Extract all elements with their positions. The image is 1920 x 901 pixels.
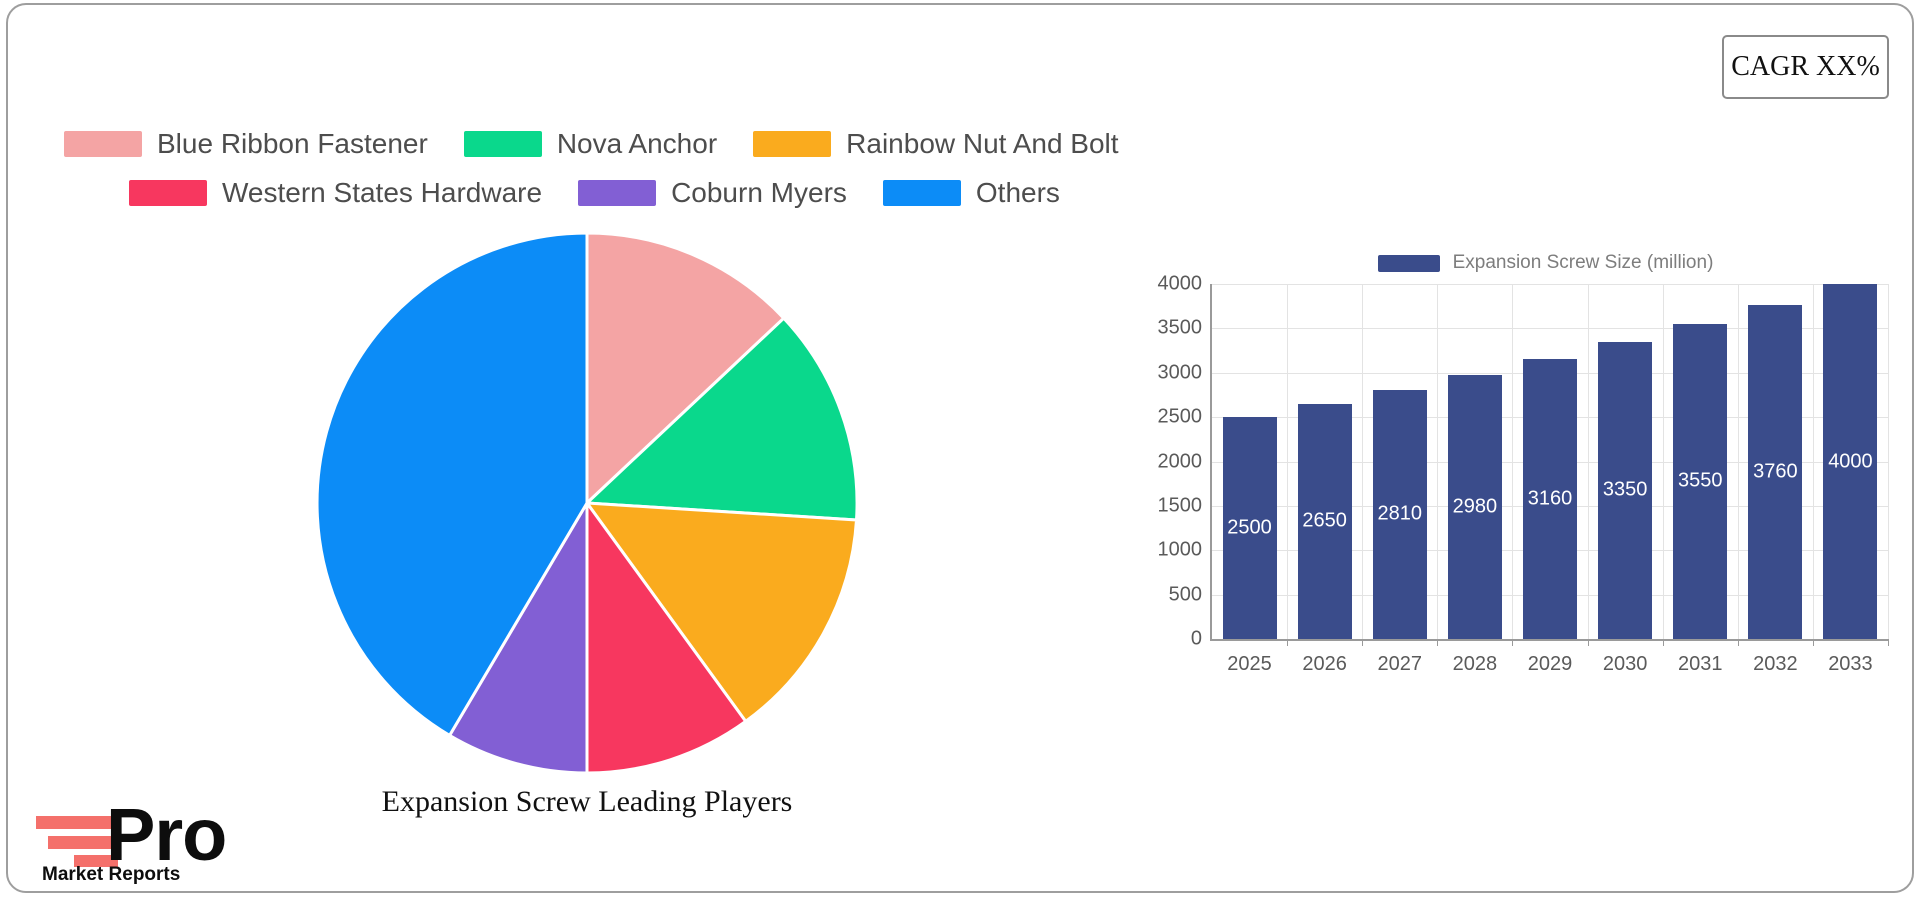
legend-swatch-icon	[753, 131, 832, 157]
y-axis-tick-label: 3500	[1157, 316, 1203, 339]
x-axis-tick-mark	[1662, 639, 1664, 646]
bar-value-label: 2500	[1227, 516, 1272, 539]
logo-bar-icon	[36, 816, 118, 829]
bar-chart-legend: Expansion Screw Size (million)	[1206, 252, 1885, 274]
y-axis-tick-label: 3000	[1157, 361, 1203, 384]
bar-value-label: 2810	[1377, 502, 1423, 525]
pie-slice-western-states-hardware	[585, 501, 748, 775]
legend-swatch-icon	[578, 180, 657, 206]
bar-value-label: 2650	[1302, 509, 1347, 532]
x-axis-tick-label: 2033	[1828, 653, 1873, 675]
gridline-vertical	[1512, 284, 1514, 639]
legend-label: Nova Anchor	[556, 128, 718, 159]
x-axis-tick-label: 2030	[1602, 653, 1648, 675]
y-axis-tick-label: 2000	[1157, 450, 1203, 472]
legend-label: Others	[975, 177, 1060, 208]
bar-value-label: 3350	[1602, 478, 1648, 501]
x-axis-tick-mark	[1512, 639, 1514, 646]
gridline-horizontal	[1212, 284, 1888, 285]
bar-plot-area: 0 500 1000 1500 2000 2500 3000 3500 4000 2500 2025…	[1158, 273, 1889, 675]
logo-bar-icon	[74, 855, 118, 867]
bar-value-label: 4000	[1828, 450, 1873, 472]
x-axis-tick-label: 2026	[1302, 653, 1347, 675]
legend-swatch-icon	[64, 131, 142, 157]
bar-2032	[1748, 305, 1803, 639]
gridline-vertical	[1888, 284, 1889, 639]
gridline-vertical	[1437, 284, 1439, 639]
x-axis-tick-label: 2025	[1227, 653, 1272, 675]
gridline-horizontal	[1212, 328, 1888, 330]
x-axis-tick-mark	[1888, 639, 1889, 646]
y-axis-tick-label: 500	[1168, 583, 1202, 606]
x-axis-tick-label: 2029	[1527, 653, 1573, 675]
pie-legend-item-blue-ribbon-fastener: Blue Ribbon Fastener	[64, 128, 428, 160]
legend-label: Western States Hardware	[222, 177, 543, 208]
gridline-vertical	[1662, 284, 1664, 639]
pie-slice-rainbow-nut-and-bolt	[585, 501, 858, 723]
bar-2028	[1447, 374, 1502, 639]
bar-2030	[1598, 341, 1653, 639]
gridline-vertical	[1737, 284, 1739, 639]
cagr-label: CAGR XX%	[1731, 51, 1880, 82]
pie-chart-title: Expansion Screw Leading Players	[381, 785, 793, 818]
gridline-vertical	[1362, 284, 1364, 639]
bar-value-label: 3160	[1527, 487, 1573, 510]
bar-value-label: 2980	[1452, 495, 1498, 518]
bar-2027	[1372, 389, 1427, 639]
bar-value-label: 3760	[1753, 460, 1798, 483]
bar-legend-label: Expansion Screw Size (million)	[1452, 252, 1714, 273]
pie-legend-item-rainbow-nut-and-bolt: Rainbow Nut And Bolt	[753, 128, 1119, 160]
bar-value-label: 3550	[1677, 469, 1723, 492]
bar-legend-swatch	[1377, 254, 1440, 272]
pie-slice-coburn-myers	[448, 501, 589, 775]
pie-legend-item-western-states-hardware: Western States Hardware	[129, 177, 542, 209]
y-axis-tick-label: 1000	[1157, 538, 1203, 561]
gridline-vertical	[1812, 284, 1814, 639]
bar-2026	[1297, 403, 1352, 639]
bar-2025	[1222, 417, 1277, 639]
pie-chart	[315, 231, 859, 775]
x-axis-tick-mark	[1362, 639, 1364, 646]
bar-2033	[1823, 284, 1878, 639]
logo-title: Pro	[106, 793, 227, 876]
logo-subtitle: Market Reports	[42, 864, 181, 885]
legend-label: Coburn Myers	[671, 177, 847, 208]
x-axis-tick-mark	[1737, 639, 1739, 646]
x-axis-tick-label: 2028	[1452, 653, 1498, 675]
pie-legend-item-nova-anchor: Nova Anchor	[463, 128, 718, 160]
logo-bar-icon	[48, 836, 118, 849]
pie-legend-row-1: Blue Ribbon Fastener Nova Anchor Rainbow N…	[64, 128, 1119, 160]
pie-legend-item-coburn-myers: Coburn Myers	[578, 177, 847, 209]
y-axis-tick-label: 1500	[1157, 494, 1203, 517]
cagr-badge: CAGR XX%	[1722, 35, 1889, 99]
legend-swatch-icon	[463, 131, 542, 157]
y-axis-tick-label: 0	[1190, 627, 1202, 650]
x-axis-tick-mark	[1437, 639, 1439, 646]
x-axis-tick-label: 2027	[1377, 653, 1423, 675]
pie-legend-row-2: Western States Hardware Coburn Myers Other…	[129, 177, 1060, 209]
legend-label: Blue Ribbon Fastener	[157, 128, 428, 159]
x-axis-tick-label: 2032	[1753, 653, 1798, 675]
gridline-vertical	[1587, 284, 1589, 639]
legend-swatch-icon	[882, 180, 961, 206]
x-axis-tick-mark	[1287, 639, 1289, 646]
legend-swatch-icon	[129, 180, 207, 206]
x-axis-tick-mark	[1587, 639, 1589, 646]
pie-legend-item-others: Others	[882, 177, 1060, 209]
y-axis-tick-label: 2500	[1157, 405, 1203, 428]
pie-slice-nova-anchor	[585, 316, 859, 522]
x-axis-tick-label: 2031	[1677, 653, 1723, 675]
bar-2029	[1523, 358, 1577, 639]
pie-slice-others	[315, 231, 589, 737]
legend-label: Rainbow Nut And Bolt	[846, 128, 1119, 159]
pie-slice-blue-ribbon-fastener	[585, 231, 786, 505]
x-axis-tick-mark	[1812, 639, 1814, 646]
y-axis-tick-label: 4000	[1157, 272, 1203, 295]
bar-2031	[1673, 323, 1728, 639]
gridline-vertical	[1287, 284, 1289, 639]
